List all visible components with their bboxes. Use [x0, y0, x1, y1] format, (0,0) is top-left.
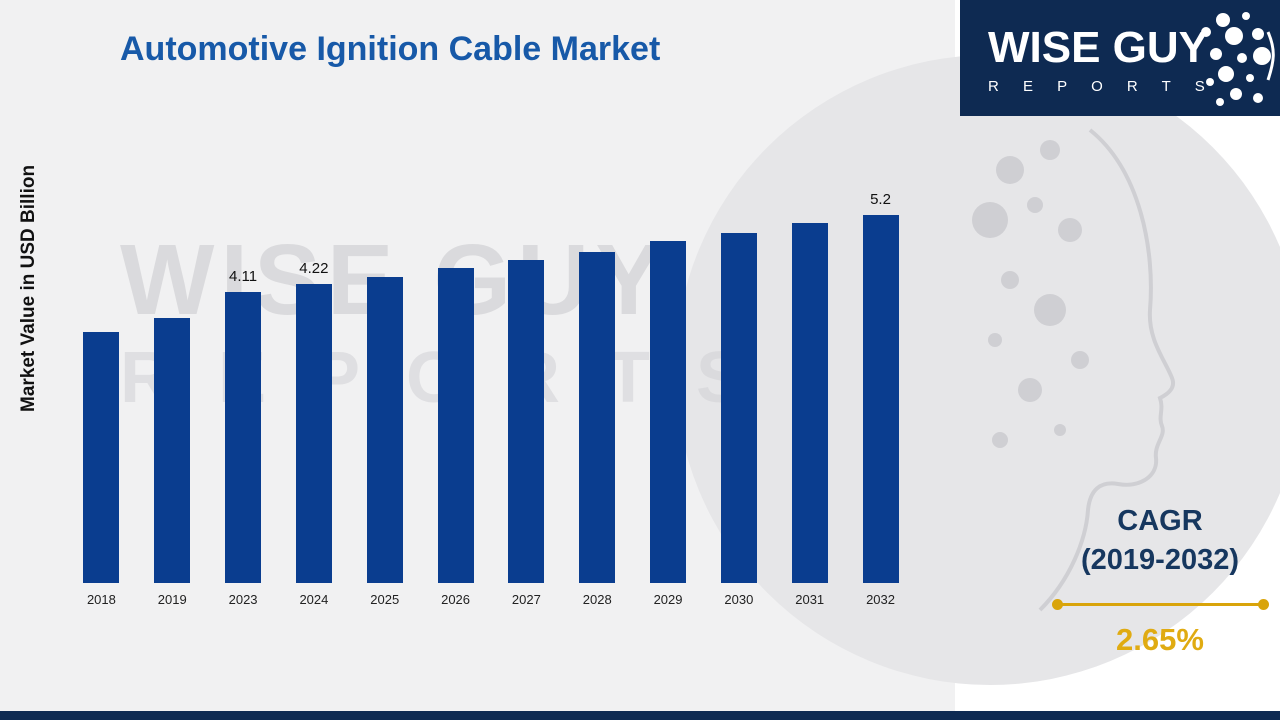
bar	[154, 318, 191, 583]
cagr-value: 2.65%	[1116, 622, 1204, 657]
bar-column: 2025	[349, 177, 420, 607]
x-tick-label: 2031	[795, 592, 825, 607]
background-circle	[675, 55, 1280, 685]
bar	[437, 268, 474, 583]
bar-column: 2030	[703, 177, 774, 607]
x-tick-label: 2025	[370, 592, 400, 607]
x-tick-label: 2029	[653, 592, 683, 607]
x-tick-label: 2026	[441, 592, 471, 607]
bar-value-label: 4.22	[299, 260, 329, 277]
bar	[508, 260, 545, 583]
bar-column: 2028	[562, 177, 633, 607]
logo-dots-head-icon	[1201, 12, 1275, 106]
bar-column: 2018	[66, 177, 137, 607]
x-tick-label: 2032	[866, 592, 895, 607]
cagr-range: (2019-2032)	[1081, 544, 1239, 576]
face-profile-graphic	[972, 128, 1175, 612]
y-axis-label: Market Value in USD Billion	[18, 164, 39, 412]
bar-column: 4.22 2024	[278, 177, 349, 607]
cagr-label: CAGR	[1117, 505, 1203, 537]
x-tick-label: 2023	[228, 592, 258, 607]
bar	[225, 292, 262, 583]
bar	[579, 252, 616, 583]
bar	[720, 233, 757, 583]
bar-column: 2026	[420, 177, 491, 607]
bar-column: 5.2 2032	[845, 177, 916, 607]
bar	[862, 215, 899, 583]
brand-subtitle: R E P O R T S	[988, 78, 1215, 95]
bar-column: 2027	[491, 177, 562, 607]
divider-dot-left	[1051, 599, 1063, 610]
bar-chart: 2018 2019 4.11 2023 4.22 2024 2025 2026 2027 2028…	[66, 177, 916, 607]
bar	[791, 223, 828, 583]
bar-column: 2029	[633, 177, 704, 607]
bar	[650, 241, 687, 583]
page-title: Automotive Ignition Cable Market	[120, 30, 661, 68]
brand-logo-text: WISE GUY R E P O R T S	[988, 23, 1215, 96]
bar	[83, 332, 120, 583]
bar-column: 4.11 2023	[208, 177, 279, 607]
x-tick-label: 2018	[86, 592, 116, 607]
divider-dot-right	[1257, 599, 1269, 610]
bar	[366, 277, 403, 583]
x-tick-label: 2028	[582, 592, 612, 607]
cagr-block: CAGR (2019-2032) 2.65%	[1040, 505, 1280, 658]
cagr-divider	[1051, 599, 1269, 610]
bar-value-label: 5.2	[870, 191, 891, 208]
brand-logo: WISE GUY R E P O R T S	[960, 0, 1280, 116]
x-tick-label: 2030	[724, 592, 754, 607]
bar-value-label: 4.11	[229, 268, 258, 285]
bar-column: 2019	[137, 177, 208, 607]
x-tick-label: 2024	[299, 592, 329, 607]
x-tick-label: 2027	[511, 592, 541, 607]
bar	[295, 284, 332, 583]
bar-column: 2031	[774, 177, 845, 607]
x-tick-label: 2019	[157, 592, 187, 607]
brand-name: WISE GUY	[988, 23, 1209, 72]
bottom-accent-strip	[0, 711, 1280, 720]
